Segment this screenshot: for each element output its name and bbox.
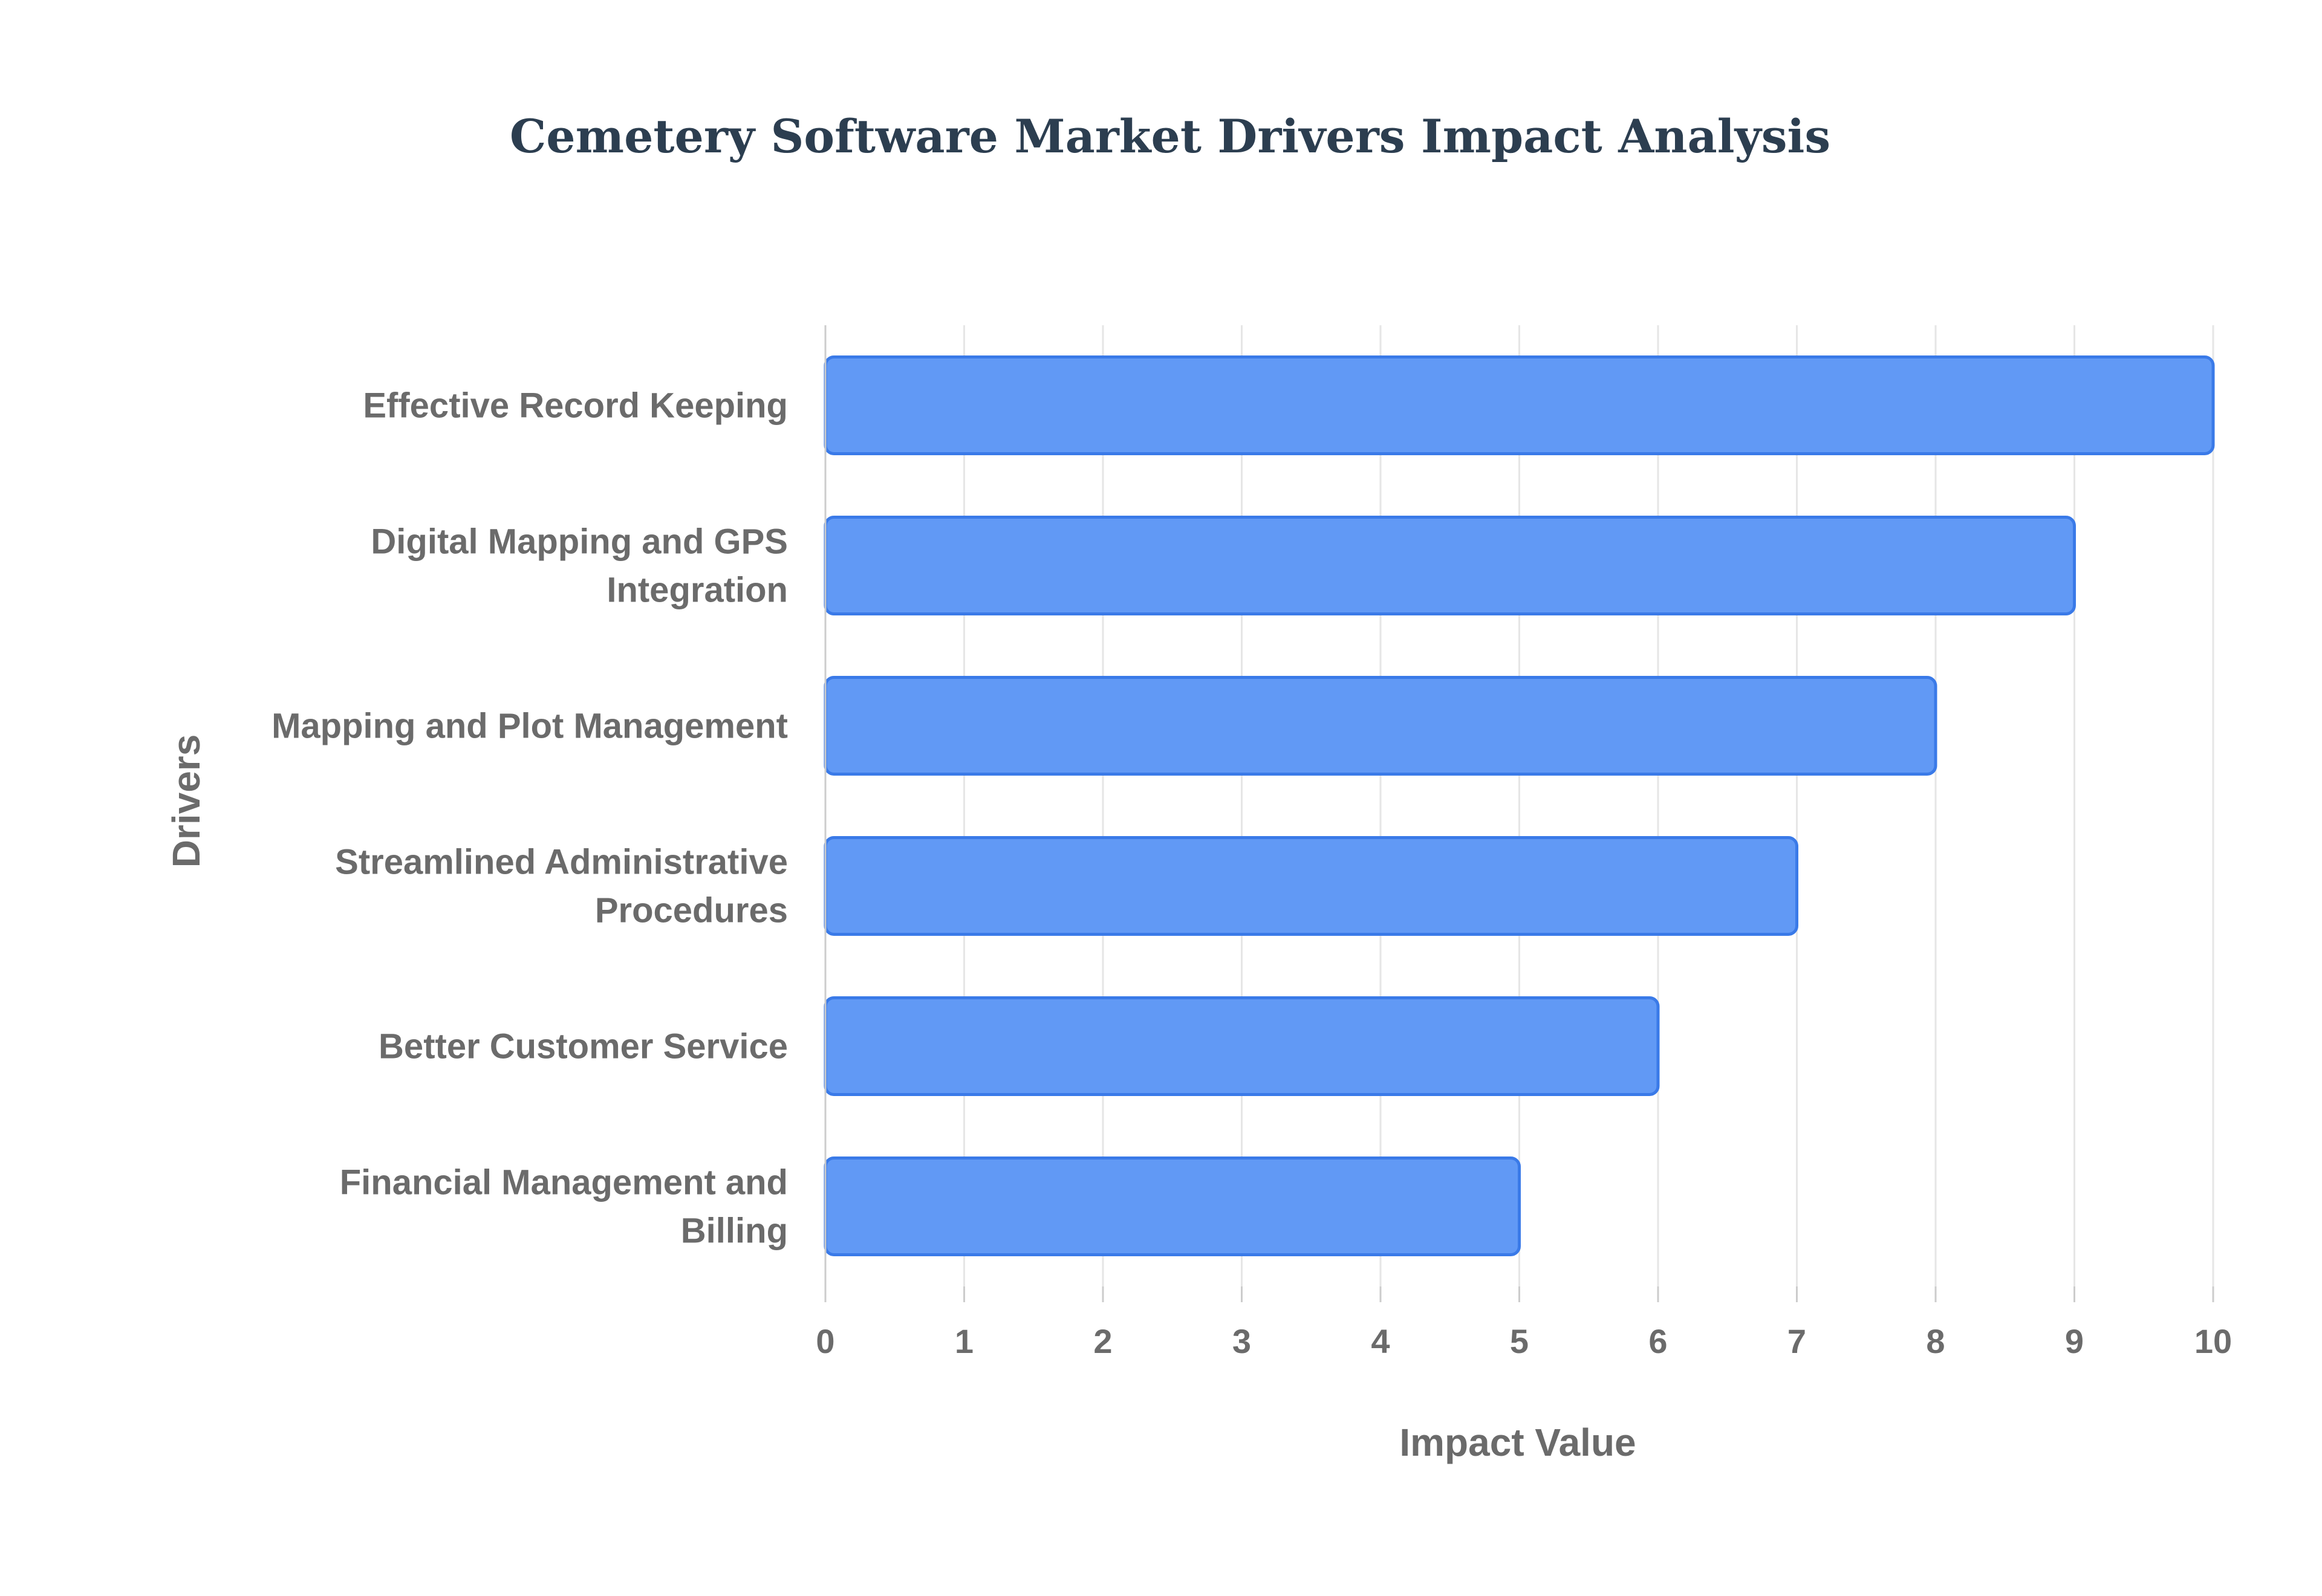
y-tick-label-line: Mapping and Plot Management bbox=[272, 707, 788, 746]
bar bbox=[824, 996, 1660, 1096]
bar bbox=[824, 516, 2076, 615]
gridlines bbox=[963, 325, 2214, 1286]
y-tick-label-line: Effective Record Keeping bbox=[363, 386, 788, 426]
y-tick-label-line: Procedures bbox=[595, 891, 788, 930]
bars bbox=[824, 355, 2215, 1256]
x-tick-label: 5 bbox=[1510, 1322, 1529, 1360]
y-tick-label-line: Integration bbox=[607, 571, 788, 610]
bar bbox=[824, 1156, 1521, 1256]
axes bbox=[824, 325, 2214, 1302]
y-tick-label-line: Financial Management and bbox=[340, 1163, 788, 1202]
y-tick-label-line: Billing bbox=[681, 1212, 788, 1251]
x-tick-label: 3 bbox=[1232, 1322, 1251, 1360]
chart-title: Cemetery Software Market Drivers Impact … bbox=[510, 109, 1830, 163]
y-tick-label-line: Better Customer Service bbox=[379, 1027, 788, 1066]
x-tick-label: 6 bbox=[1648, 1322, 1667, 1360]
y-tick-label: Digital Mapping and GPS Integration bbox=[371, 522, 788, 610]
x-tick-label: 1 bbox=[955, 1322, 974, 1360]
x-tick-label: 9 bbox=[2065, 1322, 2084, 1360]
y-tick-label: Better Customer Service bbox=[379, 1027, 788, 1066]
y-tick-label: Streamlined Administrative Procedures bbox=[335, 843, 788, 930]
y-tick-label: Financial Management and Billing bbox=[340, 1163, 788, 1251]
y-tick-label-line: Digital Mapping and GPS bbox=[371, 522, 788, 562]
x-tick-label: 7 bbox=[1787, 1322, 1806, 1360]
x-tick-label: 4 bbox=[1371, 1322, 1390, 1360]
bar bbox=[824, 836, 1798, 936]
x-tick-label: 0 bbox=[816, 1322, 834, 1360]
x-tick-label: 10 bbox=[2194, 1322, 2232, 1360]
x-tick-label: 8 bbox=[1926, 1322, 1945, 1360]
y-axis-title: Drivers bbox=[164, 735, 208, 868]
bar bbox=[824, 676, 1937, 776]
y-tick-label: Mapping and Plot Management bbox=[272, 707, 788, 746]
labels: 0 1 2 3 4 5 6 7 8 9 10 Effective Record Keeping Digi… bbox=[272, 386, 2232, 1361]
x-tick-label: 2 bbox=[1093, 1322, 1112, 1360]
x-axis-title: Impact Value bbox=[1399, 1421, 1636, 1464]
y-tick-label: Effective Record Keeping bbox=[363, 386, 788, 426]
bar bbox=[824, 355, 2215, 455]
y-tick-label-line: Streamlined Administrative bbox=[335, 843, 788, 882]
